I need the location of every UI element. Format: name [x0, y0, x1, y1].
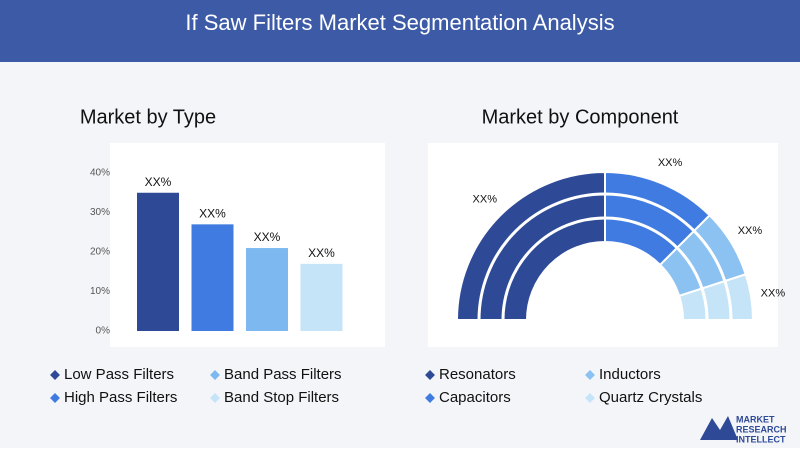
legend-marker	[210, 370, 220, 380]
legend-label: Quartz Crystals	[599, 389, 702, 406]
legend-label: Inductors	[599, 366, 661, 383]
bar	[246, 248, 288, 331]
legend-marker	[585, 393, 595, 403]
chart-title: Market by Component	[482, 106, 679, 128]
y-tick-label: 30%	[90, 207, 110, 218]
legend-label: Resonators	[439, 366, 516, 383]
y-tick-label: 20%	[90, 247, 110, 258]
chart-title: Market by Type	[80, 106, 216, 128]
bar	[191, 224, 234, 331]
y-tick-label: 40%	[90, 168, 110, 179]
value-label: XX%	[761, 287, 786, 299]
ring-divider	[477, 192, 733, 321]
y-tick-label: 0%	[96, 326, 111, 337]
bar	[300, 263, 343, 331]
ring-divider	[501, 216, 709, 321]
legend-label: Band Pass Filters	[224, 366, 342, 383]
legend-marker	[425, 393, 435, 403]
value-label: XX%	[473, 194, 498, 206]
legend-marker	[585, 370, 595, 380]
value-label: XX%	[738, 225, 763, 237]
page-title: If Saw Filters Market Segmentation Analy…	[185, 10, 614, 35]
legend-marker	[210, 393, 220, 403]
value-label: XX%	[145, 175, 172, 189]
legend-label: Capacitors	[439, 389, 511, 406]
value-label: XX%	[199, 207, 226, 221]
logo-text: RESEARCH	[736, 424, 787, 434]
pie-segment	[455, 170, 606, 321]
legend-marker	[425, 370, 435, 380]
logo: MARKET RESEARCH INTELLECT	[700, 414, 787, 444]
pie-segment	[677, 273, 755, 321]
value-label: XX%	[658, 157, 683, 169]
legend-label: Band Stop Filters	[224, 389, 339, 406]
header	[0, 0, 800, 62]
legend-label: High Pass Filters	[64, 389, 177, 406]
value-label: XX%	[254, 230, 281, 244]
y-tick-label: 10%	[90, 286, 110, 297]
value-label: XX%	[308, 246, 335, 260]
logo-text: INTELLECT	[736, 434, 786, 444]
legend-label: Low Pass Filters	[64, 366, 174, 383]
logo-icon	[700, 416, 738, 440]
logo-text: MARKET	[736, 414, 775, 424]
bar	[137, 192, 179, 331]
